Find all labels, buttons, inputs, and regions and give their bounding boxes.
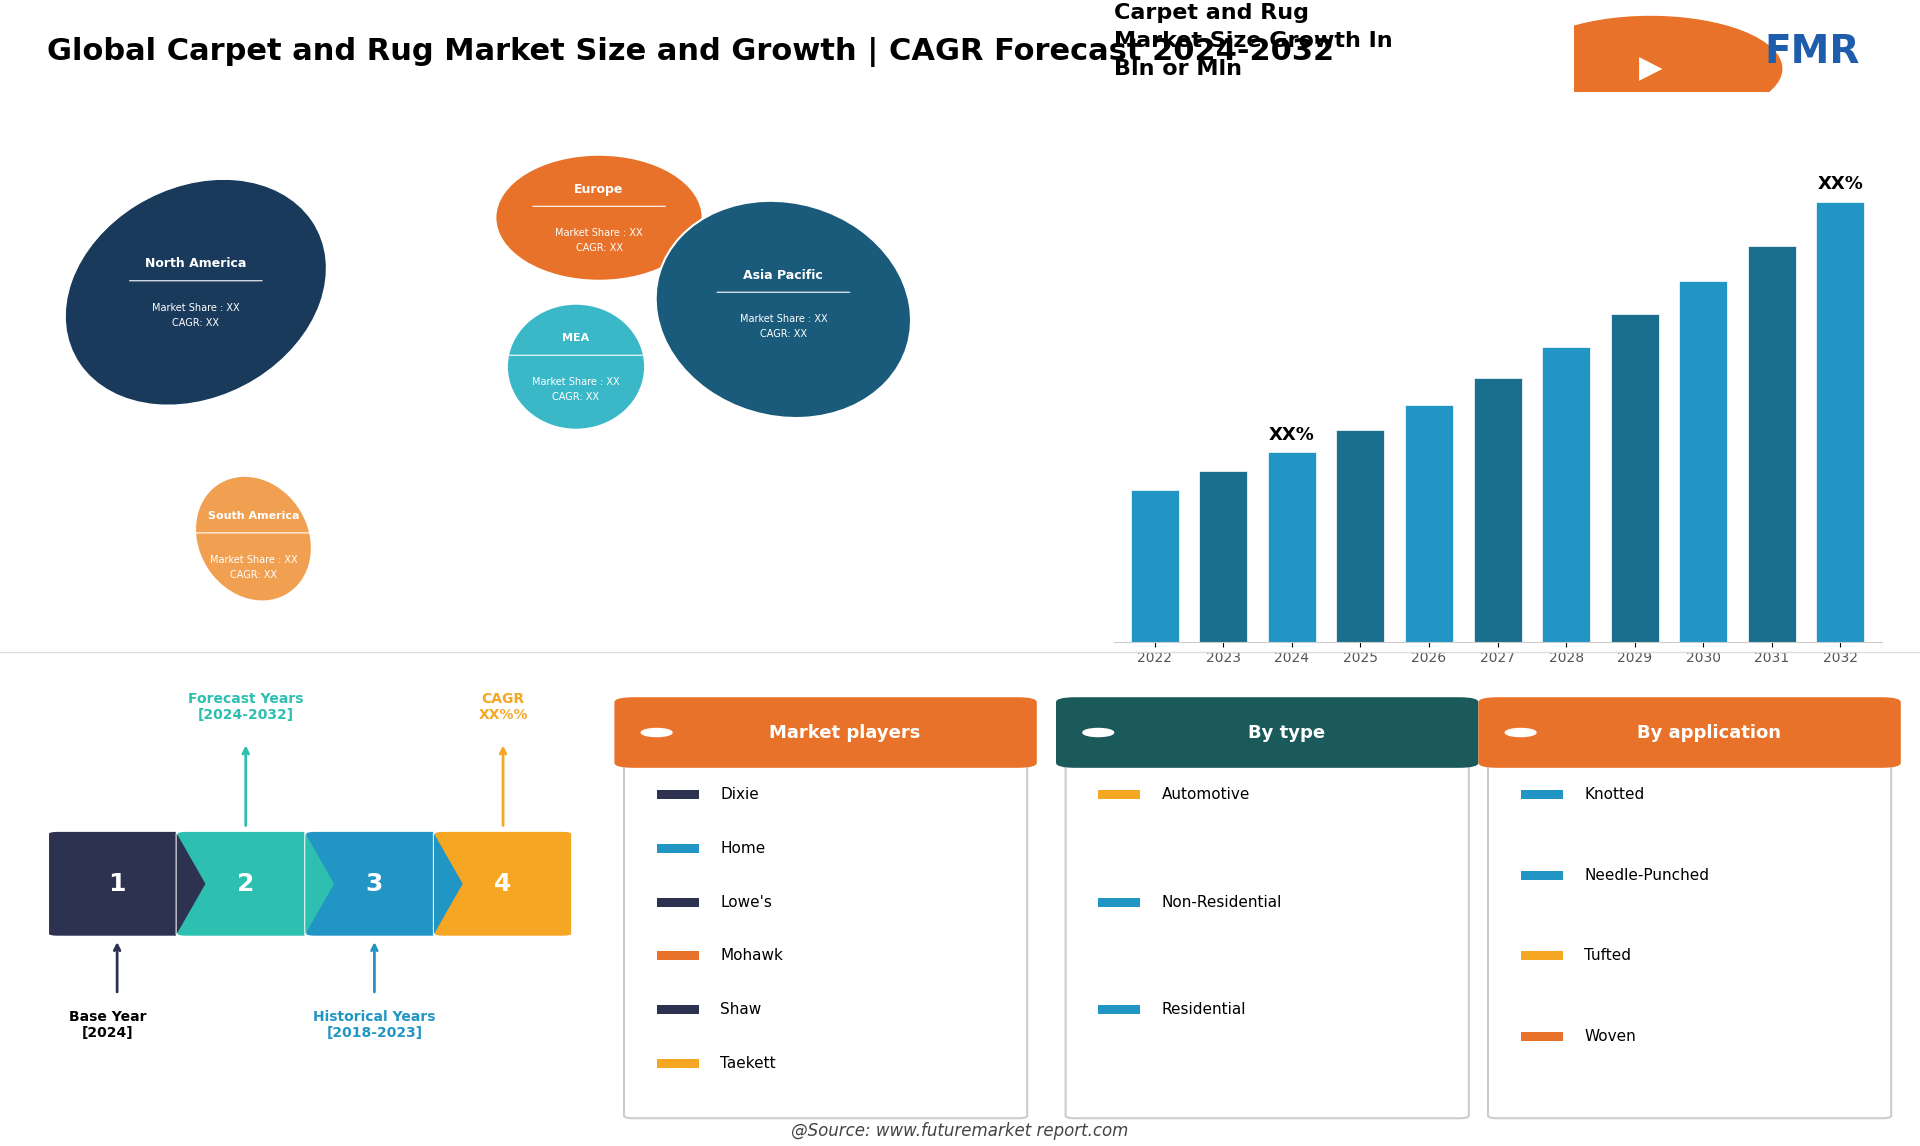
FancyBboxPatch shape [177, 831, 315, 936]
Text: Market Share : XX
CAGR: XX: Market Share : XX CAGR: XX [152, 303, 240, 328]
FancyBboxPatch shape [305, 831, 444, 936]
Ellipse shape [196, 476, 311, 602]
Text: 4: 4 [493, 872, 513, 896]
Text: Global Carpet and Rug Market Size and Growth | CAGR Forecast 2024-2032: Global Carpet and Rug Market Size and Gr… [48, 37, 1334, 66]
Text: Woven: Woven [1584, 1029, 1636, 1044]
Ellipse shape [657, 201, 910, 418]
Bar [1131, 490, 1179, 642]
Bar [657, 843, 699, 853]
FancyBboxPatch shape [48, 831, 186, 936]
Text: Base Year
[2024]: Base Year [2024] [69, 1010, 146, 1041]
Bar [1611, 314, 1659, 642]
Bar [1521, 790, 1563, 799]
Circle shape [1519, 16, 1782, 121]
FancyBboxPatch shape [614, 697, 1037, 768]
Text: Automotive: Automotive [1162, 787, 1250, 802]
Bar [657, 951, 699, 960]
Bar [1200, 471, 1248, 642]
Text: Asia Pacific: Asia Pacific [743, 268, 824, 282]
Bar [657, 790, 699, 799]
Text: FMR: FMR [1764, 33, 1860, 71]
Text: By application: By application [1636, 723, 1782, 741]
Bar [1267, 452, 1315, 642]
Text: ▶: ▶ [1638, 54, 1663, 84]
Text: 2: 2 [236, 872, 255, 896]
Polygon shape [305, 833, 334, 934]
Text: 1: 1 [108, 872, 127, 896]
Bar [1521, 871, 1563, 880]
Text: Lowe's: Lowe's [720, 895, 772, 910]
Circle shape [1083, 729, 1114, 737]
Text: Market Share : XX
CAGR: XX: Market Share : XX CAGR: XX [555, 228, 643, 253]
Bar [657, 1059, 699, 1068]
Polygon shape [177, 833, 205, 934]
Bar [657, 1005, 699, 1014]
Bar [1747, 245, 1795, 642]
Bar [1098, 1005, 1140, 1014]
Text: Market players: Market players [770, 723, 920, 741]
Text: Forecast Years
[2024-2032]: Forecast Years [2024-2032] [188, 692, 303, 722]
Text: Knotted: Knotted [1584, 787, 1644, 802]
FancyBboxPatch shape [624, 760, 1027, 1118]
Text: Residential: Residential [1162, 1003, 1246, 1018]
Text: Historical Years
[2018-2023]: Historical Years [2018-2023] [313, 1010, 436, 1041]
Text: MEA: MEA [563, 333, 589, 343]
Bar [1405, 406, 1453, 642]
FancyBboxPatch shape [1478, 697, 1901, 768]
Text: Home: Home [720, 841, 766, 856]
Text: XX%: XX% [1269, 425, 1315, 444]
Circle shape [641, 729, 672, 737]
FancyBboxPatch shape [434, 831, 572, 936]
Text: CAGR
XX%%: CAGR XX%% [478, 692, 528, 722]
Bar [1521, 951, 1563, 960]
Text: Shaw: Shaw [720, 1003, 760, 1018]
Bar [1336, 430, 1384, 642]
Text: Market Share : XX
CAGR: XX: Market Share : XX CAGR: XX [209, 555, 298, 580]
Bar [1680, 282, 1728, 642]
Text: @Source: www.futuremarket report.com: @Source: www.futuremarket report.com [791, 1122, 1129, 1140]
Text: Carpet and Rug
Market Size Growth In
Bln or Mln: Carpet and Rug Market Size Growth In Bln… [1114, 3, 1392, 79]
Text: South America: South America [207, 511, 300, 520]
FancyBboxPatch shape [1056, 697, 1478, 768]
Polygon shape [434, 833, 463, 934]
Text: FUTURE MARKET REPORT: FUTURE MARKET REPORT [1764, 94, 1878, 103]
Ellipse shape [507, 304, 645, 430]
FancyBboxPatch shape [1066, 760, 1469, 1118]
Bar [657, 897, 699, 906]
Text: Taekett: Taekett [720, 1055, 776, 1072]
Circle shape [1505, 729, 1536, 737]
Bar [1098, 897, 1140, 906]
Ellipse shape [495, 155, 703, 281]
Text: Market Share : XX
CAGR: XX: Market Share : XX CAGR: XX [532, 377, 620, 402]
Bar [1475, 378, 1521, 642]
Text: Needle-Punched: Needle-Punched [1584, 868, 1709, 882]
Text: Europe: Europe [574, 182, 624, 196]
FancyBboxPatch shape [1488, 760, 1891, 1118]
Ellipse shape [65, 179, 326, 406]
Text: XX%: XX% [1818, 175, 1864, 194]
Text: Dixie: Dixie [720, 787, 758, 802]
Text: Mohawk: Mohawk [720, 949, 783, 964]
Text: Non-Residential: Non-Residential [1162, 895, 1283, 910]
Text: 3: 3 [365, 872, 384, 896]
Text: By type: By type [1248, 723, 1325, 741]
Text: Tufted: Tufted [1584, 949, 1630, 964]
Bar [1521, 1033, 1563, 1041]
Bar [1816, 202, 1864, 642]
Bar [1098, 790, 1140, 799]
Bar [1542, 347, 1590, 642]
Text: Market Share : XX
CAGR: XX: Market Share : XX CAGR: XX [739, 314, 828, 339]
Text: North America: North America [146, 257, 246, 270]
